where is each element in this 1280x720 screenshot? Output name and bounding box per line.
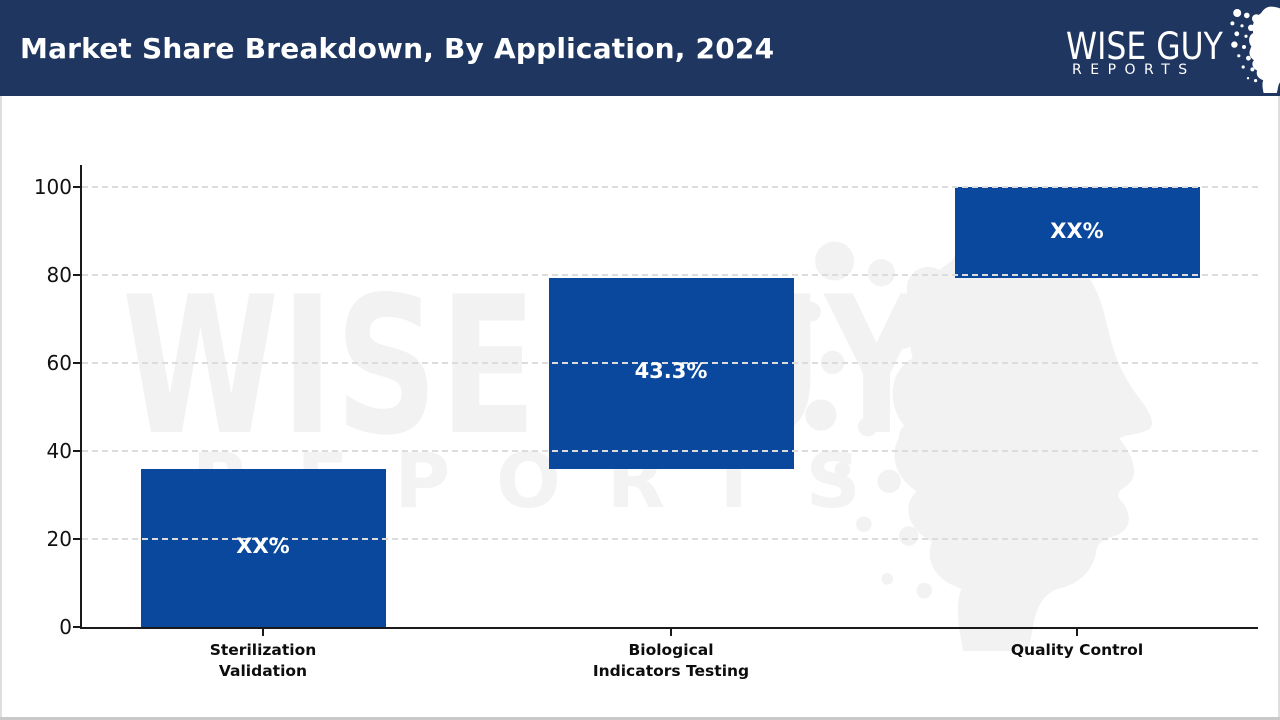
y-tick-label: 0 — [59, 615, 72, 639]
gridline — [82, 274, 1258, 276]
y-tick-mark — [73, 626, 81, 628]
x-category-label: Biological Indicators Testing — [511, 640, 831, 682]
y-tick-label: 20 — [46, 527, 72, 551]
bar-value-label: 43.3% — [634, 359, 708, 384]
gridline — [82, 538, 1258, 540]
gridline — [82, 450, 1258, 452]
x-category-label: Quality Control — [917, 640, 1237, 661]
frame-border-bottom — [0, 717, 1280, 720]
y-tick-mark — [73, 274, 81, 276]
frame-border-right — [1278, 96, 1280, 720]
bar — [140, 468, 386, 627]
y-tick-mark — [73, 538, 81, 540]
logo-reports-label: REPORTS — [1072, 62, 1196, 78]
gridline — [82, 186, 1258, 188]
logo: WISE GUY REPORTS — [1020, 0, 1280, 96]
y-axis-line — [80, 165, 82, 629]
bar — [954, 187, 1200, 279]
x-tick-mark — [670, 629, 672, 636]
x-axis-line — [80, 627, 1258, 629]
x-category-label: Sterilization Validation — [103, 640, 423, 682]
watermark-wordmark: WISE GUY — [122, 256, 930, 477]
x-tick-mark — [1076, 629, 1078, 636]
bar-value-label: XX% — [236, 533, 290, 558]
bar-value-label: XX% — [1050, 218, 1104, 243]
frame-border-left — [0, 96, 2, 720]
page-title: Market Share Breakdown, By Application, … — [20, 31, 775, 65]
x-category-label-line: Indicators Testing — [592, 662, 750, 680]
y-tick-mark — [73, 362, 81, 364]
x-category-label-line: Biological — [628, 641, 714, 659]
x-tick-mark — [262, 629, 264, 636]
y-tick-label: 80 — [46, 263, 72, 287]
x-category-label-line: Sterilization — [209, 641, 317, 659]
watermark-head-icon — [801, 229, 1153, 651]
logo-wordmark: WISE GUY — [1066, 25, 1223, 68]
y-tick-label: 100 — [33, 175, 72, 199]
gridline — [82, 362, 1258, 364]
y-tick-label: 60 — [46, 351, 72, 375]
y-tick-mark — [73, 186, 81, 188]
chart-area: WISE GUY REPORTS 0 20 40 60 80 100 XX% 43.3% XX%… — [0, 96, 1280, 720]
x-category-label-line: Validation — [218, 662, 308, 680]
x-category-label-line: Quality Control — [1010, 641, 1144, 659]
y-tick-mark — [73, 450, 81, 452]
bar — [548, 278, 794, 469]
y-tick-label: 40 — [46, 439, 72, 463]
header: Market Share Breakdown, By Application, … — [0, 0, 1280, 96]
